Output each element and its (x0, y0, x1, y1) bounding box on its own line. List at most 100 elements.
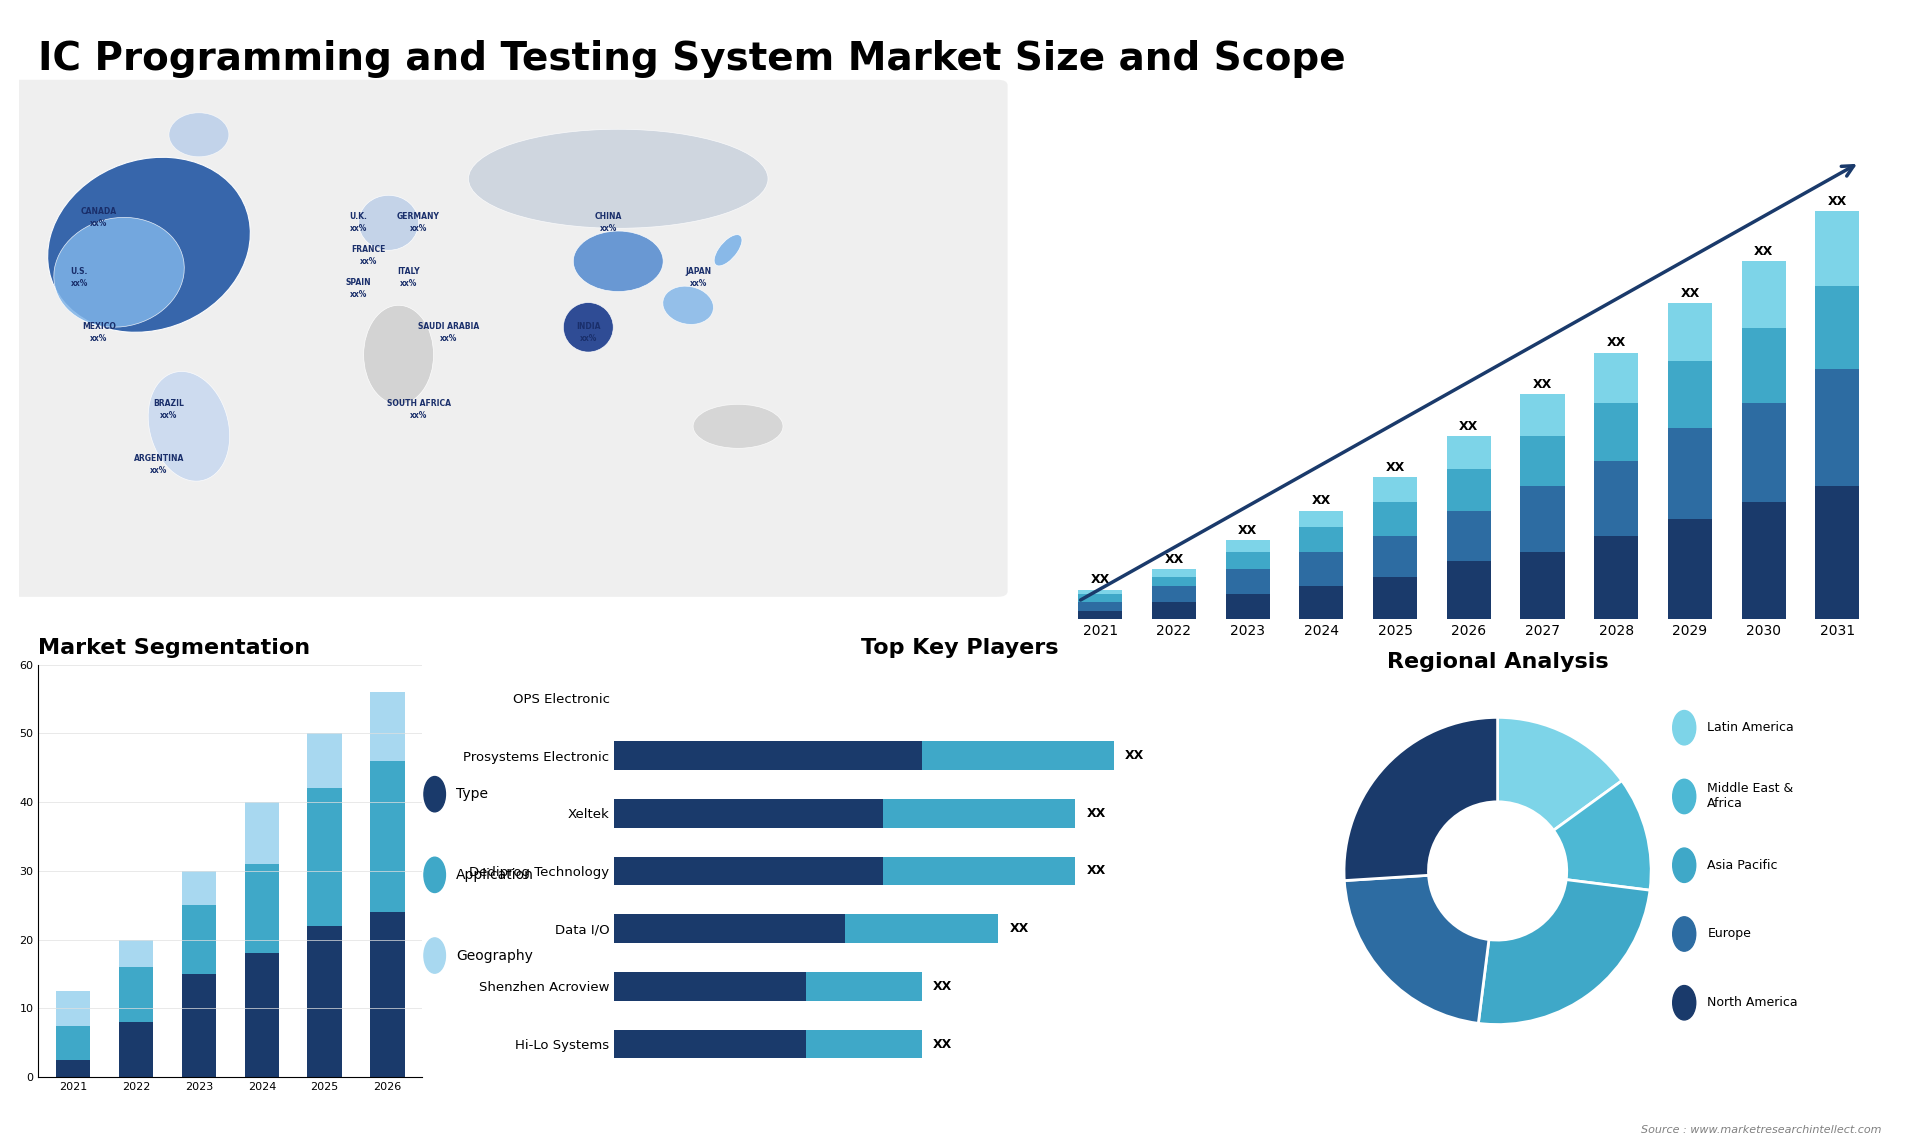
Bar (1741, 502, 1786, 619)
Circle shape (424, 937, 445, 973)
Bar (1741, 328, 1786, 402)
Wedge shape (1344, 717, 1498, 880)
Bar (845, 915, 998, 943)
Text: JAPAN
xx%: JAPAN xx% (685, 267, 710, 288)
Ellipse shape (54, 218, 184, 327)
Bar (1521, 486, 1565, 552)
Circle shape (1672, 917, 1695, 951)
Bar (1225, 594, 1269, 619)
Bar (806, 972, 922, 1000)
Text: XX: XX (1755, 245, 1774, 258)
Text: XX: XX (1459, 419, 1478, 432)
Bar (922, 741, 1114, 770)
Circle shape (1428, 802, 1567, 940)
Text: ARGENTINA
xx%: ARGENTINA xx% (134, 455, 184, 476)
Bar (614, 799, 883, 827)
Text: CANADA
xx%: CANADA xx% (81, 207, 117, 228)
Ellipse shape (169, 112, 228, 157)
Text: XX: XX (1087, 864, 1106, 878)
Bar (806, 1029, 922, 1059)
Ellipse shape (574, 231, 662, 291)
Text: Asia Pacific: Asia Pacific (1707, 858, 1778, 872)
Text: IC Programming and Testing System Market Size and Scope: IC Programming and Testing System Market… (38, 40, 1346, 78)
Bar (1814, 486, 1859, 619)
Bar (1521, 435, 1565, 486)
Ellipse shape (468, 129, 768, 228)
Text: XX: XX (1607, 337, 1626, 350)
Text: XX: XX (1010, 923, 1029, 935)
Bar (1814, 369, 1859, 486)
Bar (1300, 586, 1344, 619)
Bar (883, 799, 1075, 827)
Text: SOUTH AFRICA
xx%: SOUTH AFRICA xx% (386, 400, 451, 421)
Bar (1446, 560, 1492, 619)
Circle shape (424, 857, 445, 893)
Text: CHINA
xx%: CHINA xx% (595, 212, 622, 233)
Text: XX: XX (933, 1037, 952, 1051)
Bar (1594, 402, 1638, 461)
Bar (1446, 511, 1492, 560)
Text: U.S.
xx%: U.S. xx% (71, 267, 88, 288)
Bar (1225, 568, 1269, 594)
Bar (307, 926, 342, 1077)
Bar (1079, 611, 1123, 619)
Text: INDIA
xx%: INDIA xx% (576, 322, 601, 343)
Bar (1814, 211, 1859, 286)
Bar (182, 871, 217, 905)
Bar (119, 940, 154, 967)
Circle shape (424, 777, 445, 811)
Bar (1814, 286, 1859, 369)
Text: Latin America: Latin America (1707, 721, 1793, 735)
Bar (371, 692, 405, 761)
Text: MARKET
RESEARCH
INTELLECT: MARKET RESEARCH INTELLECT (1741, 55, 1807, 94)
Bar (1594, 353, 1638, 402)
Circle shape (1672, 848, 1695, 882)
Wedge shape (1498, 717, 1622, 831)
Bar (56, 1060, 90, 1077)
Bar (1152, 602, 1196, 619)
Bar (1225, 540, 1269, 552)
Bar (119, 967, 154, 1022)
Text: SAUDI ARABIA
xx%: SAUDI ARABIA xx% (419, 322, 480, 343)
Circle shape (1672, 779, 1695, 814)
Text: Source : www.marketresearchintellect.com: Source : www.marketresearchintellect.com (1642, 1124, 1882, 1135)
Bar (244, 953, 278, 1077)
Ellipse shape (714, 235, 741, 266)
Bar (1152, 578, 1196, 586)
Text: XX: XX (1386, 461, 1405, 474)
Text: BRAZIL
xx%: BRAZIL xx% (154, 400, 184, 421)
Text: U.K.
xx%: U.K. xx% (349, 212, 367, 233)
Bar (1373, 478, 1417, 502)
Ellipse shape (148, 371, 230, 481)
Bar (1668, 361, 1713, 427)
Text: Type: Type (457, 787, 488, 801)
Text: ITALY
xx%: ITALY xx% (397, 267, 420, 288)
Bar (1594, 461, 1638, 535)
Bar (1225, 552, 1269, 568)
Bar (371, 912, 405, 1077)
Text: XX: XX (1238, 524, 1258, 536)
Text: Application: Application (457, 868, 534, 882)
Bar (1373, 502, 1417, 535)
Bar (1594, 535, 1638, 619)
Bar (1668, 427, 1713, 519)
Wedge shape (1553, 780, 1651, 890)
Bar (1446, 469, 1492, 511)
Text: XX: XX (1164, 552, 1183, 566)
FancyBboxPatch shape (10, 80, 1008, 597)
Text: Europe: Europe (1707, 927, 1751, 941)
Text: XX: XX (1125, 749, 1144, 762)
Title: Regional Analysis: Regional Analysis (1386, 652, 1609, 672)
Bar (1373, 578, 1417, 619)
Bar (182, 974, 217, 1077)
Bar (614, 915, 845, 943)
Text: Geography: Geography (457, 949, 534, 963)
Bar (614, 741, 922, 770)
Text: XX: XX (1680, 286, 1699, 299)
Bar (1741, 402, 1786, 502)
Wedge shape (1478, 880, 1649, 1025)
Bar (1152, 568, 1196, 578)
Bar (1668, 303, 1713, 361)
Text: XX: XX (1828, 195, 1847, 209)
Bar (883, 856, 1075, 886)
